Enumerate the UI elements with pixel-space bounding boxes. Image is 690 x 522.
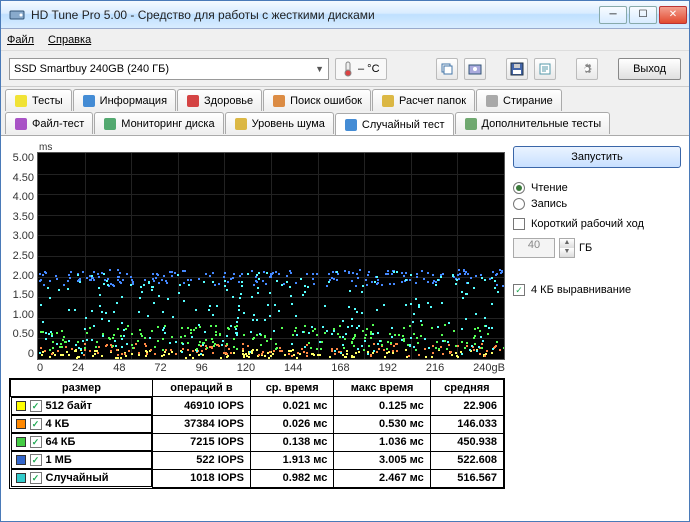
tab-0[interactable]: Тесты bbox=[5, 89, 72, 111]
export-icon[interactable] bbox=[534, 58, 556, 80]
tab-4[interactable]: Расчет папок bbox=[372, 89, 475, 111]
maximize-button[interactable]: ☐ bbox=[629, 6, 657, 24]
close-button[interactable]: ✕ bbox=[659, 6, 687, 24]
app-icon bbox=[9, 7, 25, 23]
tab-icon bbox=[103, 117, 117, 131]
tab-icon bbox=[14, 117, 28, 131]
tab-icon bbox=[344, 118, 358, 132]
results-table: размеропераций вср. времямакс времясредн… bbox=[9, 378, 505, 489]
tab-7[interactable]: Мониторинг диска bbox=[94, 112, 223, 134]
tab-1[interactable]: Информация bbox=[73, 89, 176, 111]
minimize-button[interactable]: ─ bbox=[599, 6, 627, 24]
drive-label: SSD Smartbuy 240GB (240 ГБ) bbox=[14, 63, 169, 75]
tab-3[interactable]: Поиск ошибок bbox=[263, 89, 371, 111]
thermometer-icon bbox=[342, 61, 354, 77]
drive-select[interactable]: SSD Smartbuy 240GB (240 ГБ) ▼ bbox=[9, 58, 329, 80]
tab-8[interactable]: Уровень шума bbox=[225, 112, 334, 134]
temperature-display: – °C bbox=[335, 58, 387, 80]
tab-icon bbox=[381, 94, 395, 108]
tab-10[interactable]: Дополнительные тесты bbox=[455, 112, 611, 134]
run-button[interactable]: Запустить bbox=[513, 146, 681, 168]
table-row: ✓64 КБ 7215 IOPS0.138 мс1.036 мс450.938 bbox=[11, 433, 504, 451]
tab-icon bbox=[82, 94, 96, 108]
window-title: HD Tune Pro 5.00 - Средство для работы с… bbox=[31, 8, 599, 22]
dropdown-arrow-icon: ▼ bbox=[315, 64, 324, 74]
radio-read[interactable] bbox=[513, 182, 525, 194]
table-row: ✓512 байт 46910 IOPS0.021 мс0.125 мс22.9… bbox=[11, 397, 504, 416]
toolbar: SSD Smartbuy 240GB (240 ГБ) ▼ – °C Выход bbox=[1, 51, 689, 87]
tab-icon bbox=[186, 94, 200, 108]
chart: 5.004.504.003.503.002.502.001.501.000.50… bbox=[9, 142, 505, 374]
tab-2[interactable]: Здоровье bbox=[177, 89, 262, 111]
tab-5[interactable]: Стирание bbox=[476, 89, 562, 111]
table-row: ✓4 КБ 37384 IOPS0.026 мс0.530 мс146.033 bbox=[11, 415, 504, 433]
tab-9[interactable]: Случайный тест bbox=[335, 113, 454, 135]
titlebar: HD Tune Pro 5.00 - Средство для работы с… bbox=[1, 1, 689, 29]
tab-icon bbox=[485, 94, 499, 108]
save-icon[interactable] bbox=[506, 58, 528, 80]
table-row: ✓Случайный 1018 IOPS0.982 мс2.467 мс516.… bbox=[11, 469, 504, 487]
check-short-stroke[interactable] bbox=[513, 218, 525, 230]
radio-write[interactable] bbox=[513, 198, 525, 210]
settings-icon[interactable] bbox=[576, 58, 598, 80]
size-spinner[interactable]: ▲▼ bbox=[559, 238, 575, 258]
tab-icon bbox=[464, 117, 478, 131]
side-panel: Запустить Чтение Запись Короткий рабочий… bbox=[513, 142, 681, 515]
tab-icon bbox=[14, 94, 28, 108]
menubar: Файл Справка bbox=[1, 29, 689, 51]
check-4kb-align[interactable]: ✓ bbox=[513, 284, 525, 296]
menu-file[interactable]: Файл bbox=[7, 34, 34, 46]
menu-help[interactable]: Справка bbox=[48, 34, 91, 46]
size-input[interactable]: 40 bbox=[513, 238, 555, 258]
exit-button[interactable]: Выход bbox=[618, 58, 681, 80]
screenshot-icon[interactable] bbox=[464, 58, 486, 80]
tab-icon bbox=[272, 94, 286, 108]
tab-6[interactable]: Файл-тест bbox=[5, 112, 93, 134]
table-row: ✓1 МБ 522 IOPS1.913 мс3.005 мс522.608 bbox=[11, 451, 504, 469]
copy-icon[interactable] bbox=[436, 58, 458, 80]
tab-bar: ТестыИнформацияЗдоровьеПоиск ошибокРасче… bbox=[1, 87, 689, 136]
tab-icon bbox=[234, 117, 248, 131]
y-unit: ms bbox=[37, 142, 505, 152]
